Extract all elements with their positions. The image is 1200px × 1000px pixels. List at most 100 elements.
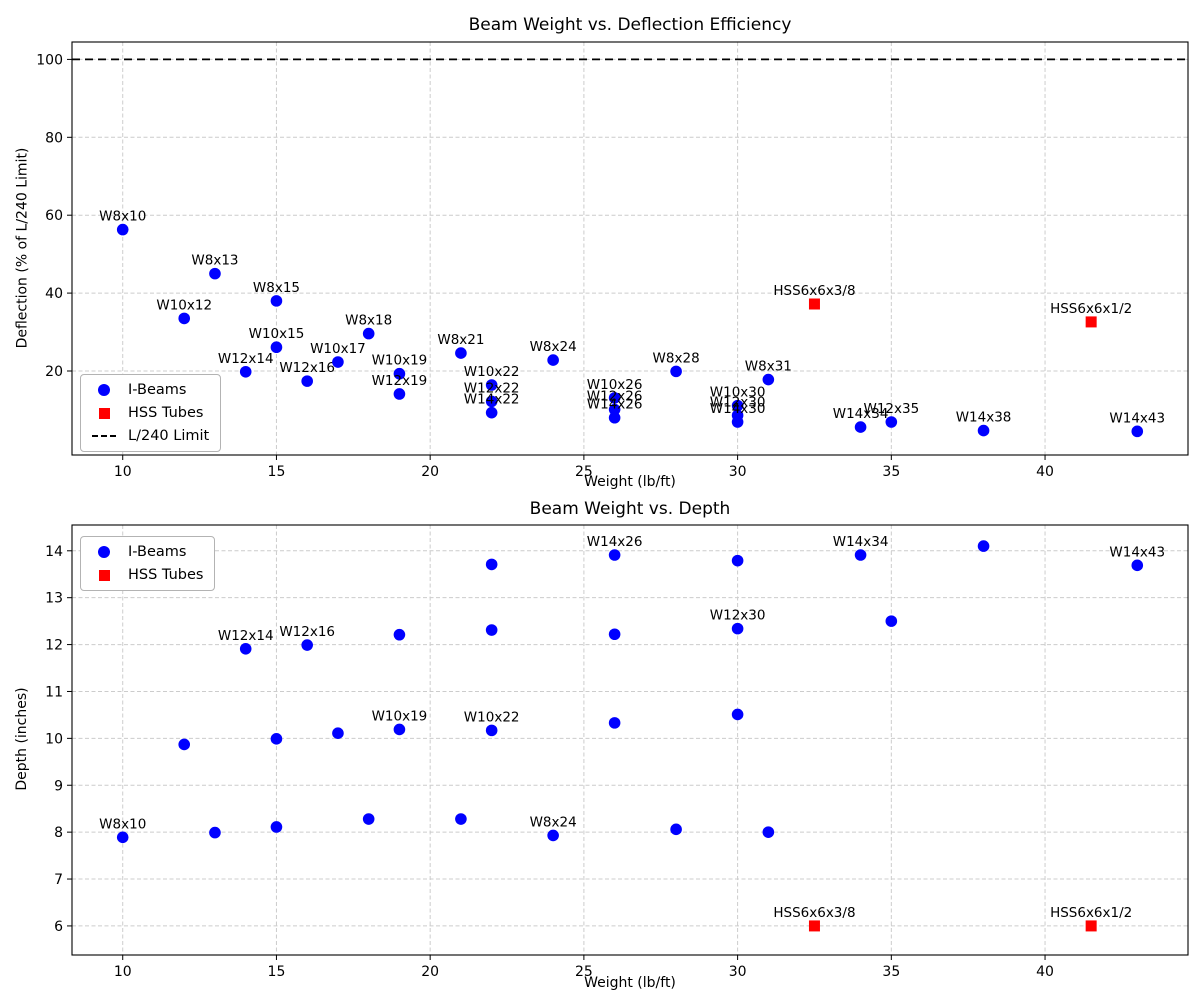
y-tick-label: 10 (45, 731, 63, 747)
point-label-W14x43: W14x43 (1109, 544, 1165, 560)
plot-border (71, 41, 1189, 456)
legend-entry: I-Beams (92, 382, 209, 398)
point-label-W8x18: W8x18 (345, 313, 392, 329)
y-tick-label: 100 (36, 52, 63, 68)
x-tick-label: 40 (1036, 964, 1054, 980)
point-W14x34 (854, 549, 867, 561)
point-W14x26 (608, 411, 621, 424)
point-W10x30 (731, 708, 744, 721)
plot-border (71, 524, 1189, 956)
point-W12x14 (239, 642, 252, 655)
point-W8x10 (116, 831, 129, 844)
point-W8x31 (762, 826, 775, 838)
point-label-HSS6x6x1/2: HSS6x6x1/2 (1050, 301, 1132, 317)
y-tick-label: 40 (45, 286, 63, 302)
point-W12x16 (301, 639, 313, 651)
point-W12x16 (301, 375, 313, 387)
point-W8x24 (547, 354, 559, 366)
point-label-W8x24: W8x24 (530, 814, 577, 830)
point-label-W14x26: W14x26 (587, 534, 643, 550)
legend-entry: HSS Tubes (92, 567, 203, 583)
deflection-legend: I-Beams HSS Tubes L/240 Limit (80, 374, 222, 452)
x-tick-label: 15 (268, 464, 286, 480)
point-label-W12x35: W12x35 (863, 401, 919, 417)
point-W8x18 (362, 813, 375, 825)
y-tick-label: 20 (45, 364, 63, 380)
point-label-W10x17: W10x17 (310, 341, 366, 357)
legend-label: HSS Tubes (128, 567, 204, 583)
point-W12x26 (608, 403, 621, 416)
point-W8x13 (209, 826, 221, 839)
y-tick-label: 9 (54, 778, 63, 794)
point-label-W8x28: W8x28 (653, 350, 700, 366)
point-label-W10x19: W10x19 (372, 353, 428, 369)
depth-legend: I-Beams HSS Tubes (80, 536, 216, 591)
point-W12x30 (731, 622, 744, 635)
point-W12x19 (393, 388, 406, 400)
y-tick-label: 80 (45, 130, 63, 146)
point-W12x35 (885, 416, 898, 428)
x-tick-label: 35 (882, 464, 900, 480)
x-tick-label: 35 (882, 964, 900, 980)
point-label-W12x26: W12x26 (587, 389, 643, 405)
y-tick-label: 13 (45, 591, 63, 607)
point-W10x15 (270, 341, 283, 354)
point-W12x14 (239, 365, 252, 378)
point-W8x21 (455, 813, 467, 825)
point-W14x30 (731, 554, 744, 567)
legend-label: I-Beams (128, 382, 187, 398)
point-HSS6x6x3/8 (808, 298, 820, 310)
point-W14x26 (608, 549, 621, 561)
point-label-W12x14: W12x14 (218, 351, 274, 367)
point-label-W8x10: W8x10 (99, 816, 146, 832)
point-label-W10x30: W10x30 (710, 385, 766, 401)
point-label-W8x31: W8x31 (745, 359, 792, 375)
ibeam-marker-icon (92, 545, 116, 559)
point-label-W10x15: W10x15 (249, 326, 305, 342)
point-W12x19 (393, 628, 406, 641)
point-W8x10 (116, 223, 129, 236)
point-W10x17 (332, 356, 344, 368)
point-W8x28 (670, 365, 682, 378)
x-tick-label: 20 (421, 964, 439, 980)
point-W12x22 (485, 624, 498, 636)
point-W10x12 (178, 312, 191, 325)
point-W8x31 (762, 373, 775, 386)
depth-x-axis-label: Weight (lb/ft) (584, 975, 676, 991)
y-tick-label: 14 (45, 544, 63, 560)
point-W12x26 (608, 628, 621, 641)
point-W12x22 (485, 395, 498, 408)
x-tick-label: 25 (575, 964, 593, 980)
point-label-W14x34: W14x34 (833, 534, 889, 550)
point-W10x30 (731, 399, 744, 412)
point-W10x26 (608, 717, 621, 729)
point-W8x18 (362, 327, 375, 340)
point-label-W14x30: W14x30 (710, 401, 766, 417)
chart-0: 10 15 20 25 30 35 40 20 40 60 80 100 W8x10 W10x12 W8x1… (36, 41, 1189, 480)
point-label-W8x21: W8x21 (437, 332, 484, 348)
point-W14x43 (1131, 425, 1144, 438)
point-W14x43 (1131, 559, 1144, 572)
depth-chart-title: Beam Weight vs. Depth (529, 499, 731, 519)
legend-entry: I-Beams (92, 544, 203, 560)
legend-label: L/240 Limit (128, 428, 210, 444)
point-label-W8x24: W8x24 (530, 339, 577, 355)
point-label-W10x26: W10x26 (587, 377, 643, 393)
point-W10x26 (608, 392, 621, 404)
point-W14x38 (977, 540, 990, 552)
point-W10x15 (270, 733, 283, 745)
point-label-W12x16: W12x16 (279, 624, 335, 640)
x-tick-label: 20 (421, 464, 439, 480)
point-label-W14x34: W14x34 (833, 406, 889, 422)
point-label-W8x10: W8x10 (99, 209, 146, 225)
point-W8x28 (670, 823, 682, 836)
ibeam-marker-icon (92, 383, 116, 397)
point-label-W12x16: W12x16 (279, 360, 335, 376)
point-W8x24 (547, 829, 559, 842)
point-label-W14x43: W14x43 (1109, 410, 1165, 426)
legend-entry: HSS Tubes (92, 405, 209, 421)
point-W10x22 (485, 379, 498, 391)
dashed-line-icon (92, 429, 116, 443)
